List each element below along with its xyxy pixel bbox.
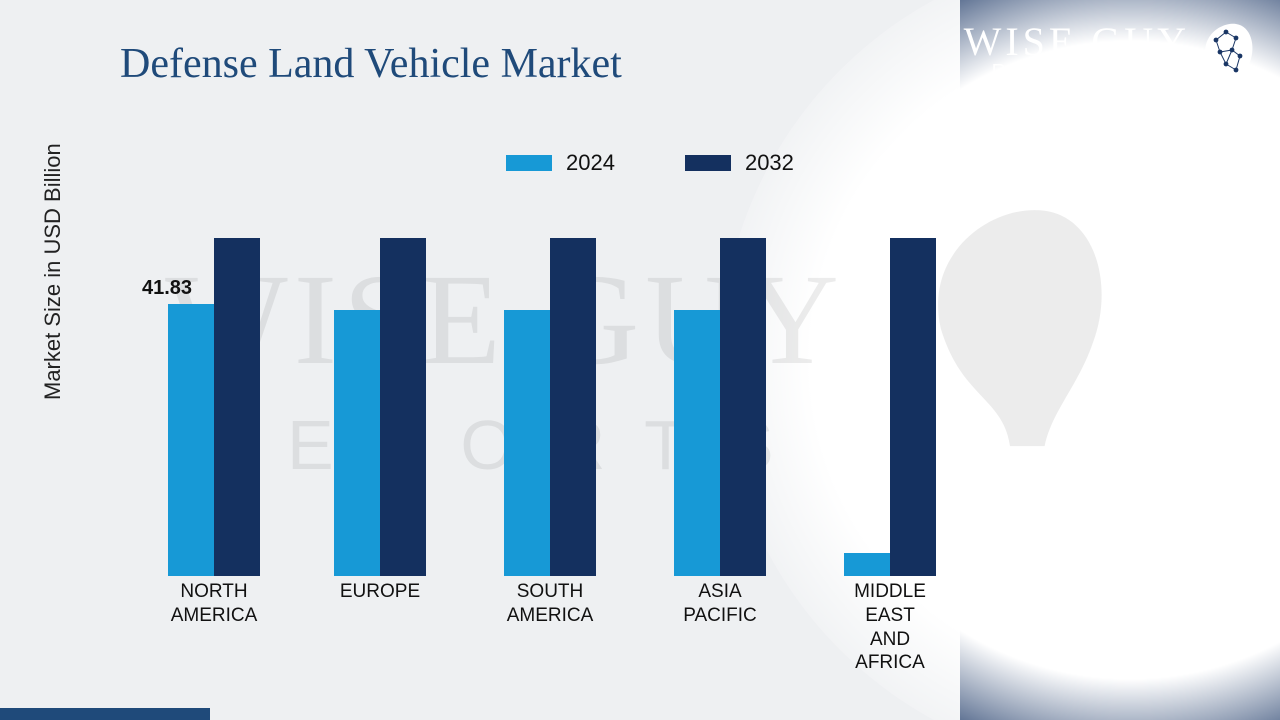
bar-series-2024 (504, 310, 550, 577)
legend-swatch-2032 (685, 155, 731, 171)
bar-series-2032 (380, 238, 426, 576)
bar-group (334, 238, 426, 576)
legend-item-2032: 2032 (685, 150, 794, 176)
bar-series-2032 (720, 238, 766, 576)
chart-title: Defense Land Vehicle Market (120, 40, 622, 88)
legend-label-2032: 2032 (745, 150, 794, 176)
bar-series-2024 (168, 304, 214, 576)
x-category-label: EUROPE (310, 580, 450, 604)
bar-value-label: 41.83 (142, 277, 192, 300)
bar-series-2024 (334, 310, 380, 577)
brand-head-icon (1196, 18, 1256, 96)
x-category-label: SOUTHAMERICA (480, 580, 620, 628)
x-category-label: ASIAPACIFIC (650, 580, 790, 628)
chart-area: Market Size in USD Billion 2024 2032 41.… (48, 150, 988, 705)
bar-series-2032 (214, 238, 260, 576)
legend-item-2024: 2024 (506, 150, 615, 176)
bar-group (844, 238, 936, 576)
bar-group (504, 238, 596, 576)
bar-series-2032 (550, 238, 596, 576)
plot-area: 41.83 (148, 186, 988, 576)
legend-label-2024: 2024 (566, 150, 615, 176)
footer-accent-bar (0, 708, 210, 720)
bar-series-2024 (844, 553, 890, 576)
legend: 2024 2032 (506, 150, 794, 176)
x-category-label: NORTHAMERICA (144, 580, 284, 628)
bar-series-2024 (674, 310, 720, 577)
infographic-stage: WISE GUY REPORTS WISE GUY REPORTS Defens… (0, 0, 1280, 720)
y-axis-label: Market Size in USD Billion (40, 143, 66, 400)
brand-logo: WISE GUY REPORTS (964, 18, 1256, 96)
bar-group (674, 238, 766, 576)
x-category-label: MIDDLEEASTANDAFRICA (820, 580, 960, 675)
legend-swatch-2024 (506, 155, 552, 171)
bar-series-2032 (890, 238, 936, 576)
